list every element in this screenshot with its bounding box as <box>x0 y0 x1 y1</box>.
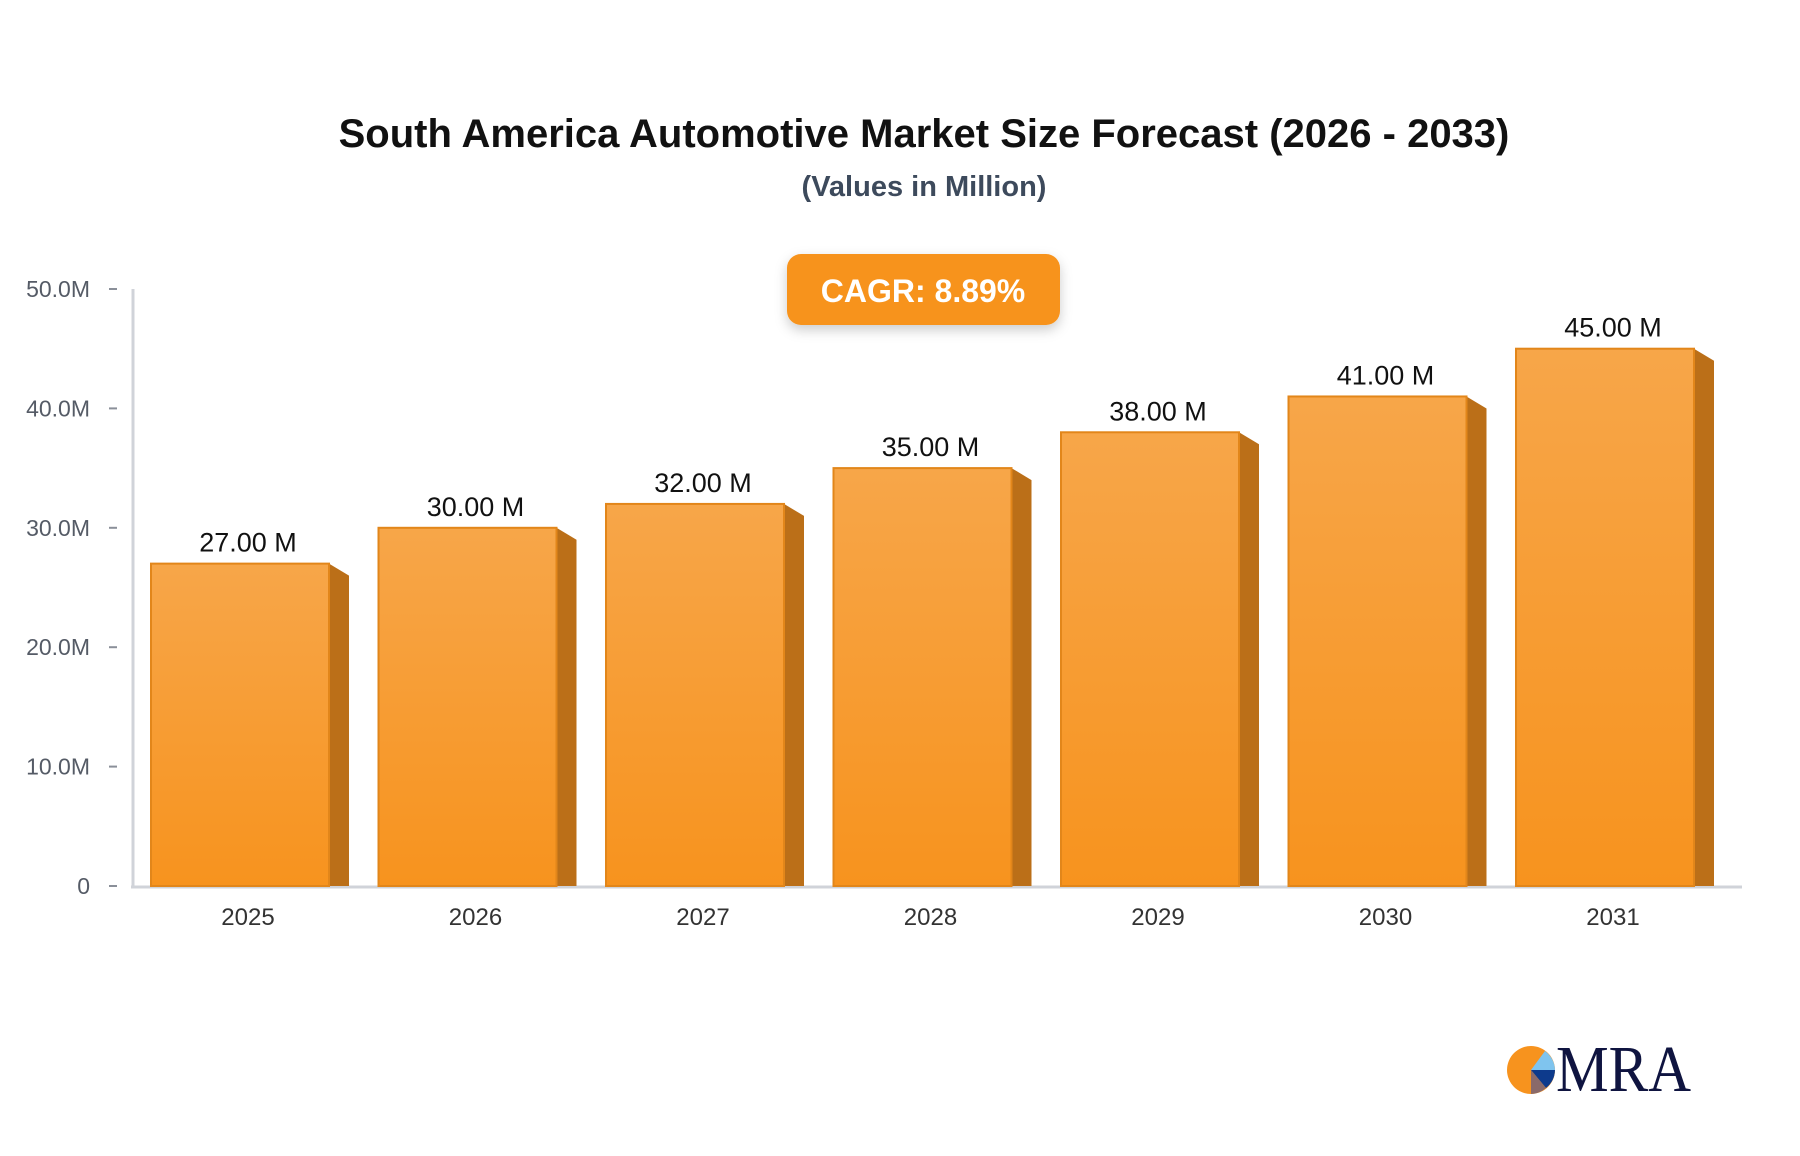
bar-2025: 27.00 M 2025 <box>150 528 349 931</box>
mra-logo: MRA <box>1507 1033 1691 1106</box>
bars: 27.00 M 2025 30.00 M 2026 32.00 M 2027 35.00 M… <box>150 313 1714 931</box>
bar-side <box>556 527 577 886</box>
x-tick-label: 2030 <box>1359 904 1412 931</box>
logo-text: MRA <box>1556 1033 1691 1106</box>
y-tick-label: 10.0M <box>26 754 90 780</box>
bar-side <box>329 563 349 886</box>
x-tick-label: 2028 <box>904 904 957 931</box>
data-label: 30.00 M <box>427 492 525 522</box>
x-tick-label: 2027 <box>676 904 729 931</box>
data-label: 27.00 M <box>199 528 297 558</box>
x-tick-label: 2031 <box>1586 904 1639 931</box>
bar <box>1060 431 1240 887</box>
y-tick-label: 30.0M <box>26 515 90 541</box>
chart-subtitle: (Values in Million) <box>802 171 1047 203</box>
bar <box>1287 395 1468 887</box>
y-tick-label: 0 <box>77 873 90 899</box>
data-label: 35.00 M <box>882 432 980 462</box>
bar-2030: 41.00 M 2030 <box>1287 360 1487 931</box>
x-tick-label: 2029 <box>1131 904 1184 931</box>
cagr-badge-background <box>787 254 1060 325</box>
y-tick-label: 40.0M <box>26 395 90 421</box>
cagr-badge <box>787 254 1060 325</box>
chart-title: South America Automotive Market Size For… <box>339 112 1510 156</box>
bar-2027: 32.00 M 2027 <box>605 468 804 931</box>
y-tick-label: 20.0M <box>26 634 90 660</box>
bar <box>832 467 1013 887</box>
data-label: 41.00 M <box>1337 360 1435 390</box>
bar-side <box>784 503 804 886</box>
x-tick-label: 2025 <box>221 904 274 931</box>
pie-logo-icon <box>1507 1046 1555 1094</box>
bar-2028: 35.00 M 2028 <box>832 432 1032 931</box>
data-label: 32.00 M <box>654 468 752 498</box>
bar-2031: 45.00 M 2031 <box>1515 313 1714 931</box>
bar <box>150 562 330 887</box>
data-label: 38.00 M <box>1109 396 1207 426</box>
bar <box>377 526 558 887</box>
x-tick-label: 2026 <box>449 904 502 931</box>
bar-2026: 30.00 M 2026 <box>377 492 577 931</box>
bar-2029: 38.00 M 2029 <box>1060 396 1259 931</box>
bar-side <box>1694 348 1714 886</box>
y-axis: 0 10.0M 20.0M 30.0M 40.0M 50.0M <box>26 276 135 899</box>
bar <box>1515 347 1695 887</box>
cagr-label: CAGR: 8.89% <box>821 273 1026 309</box>
y-tick-label: 50.0M <box>26 276 90 302</box>
bar <box>605 502 785 887</box>
bar-side <box>1466 396 1487 886</box>
data-label: 45.00 M <box>1564 313 1662 343</box>
bar-side <box>1239 432 1259 886</box>
bar-side <box>1011 468 1032 886</box>
